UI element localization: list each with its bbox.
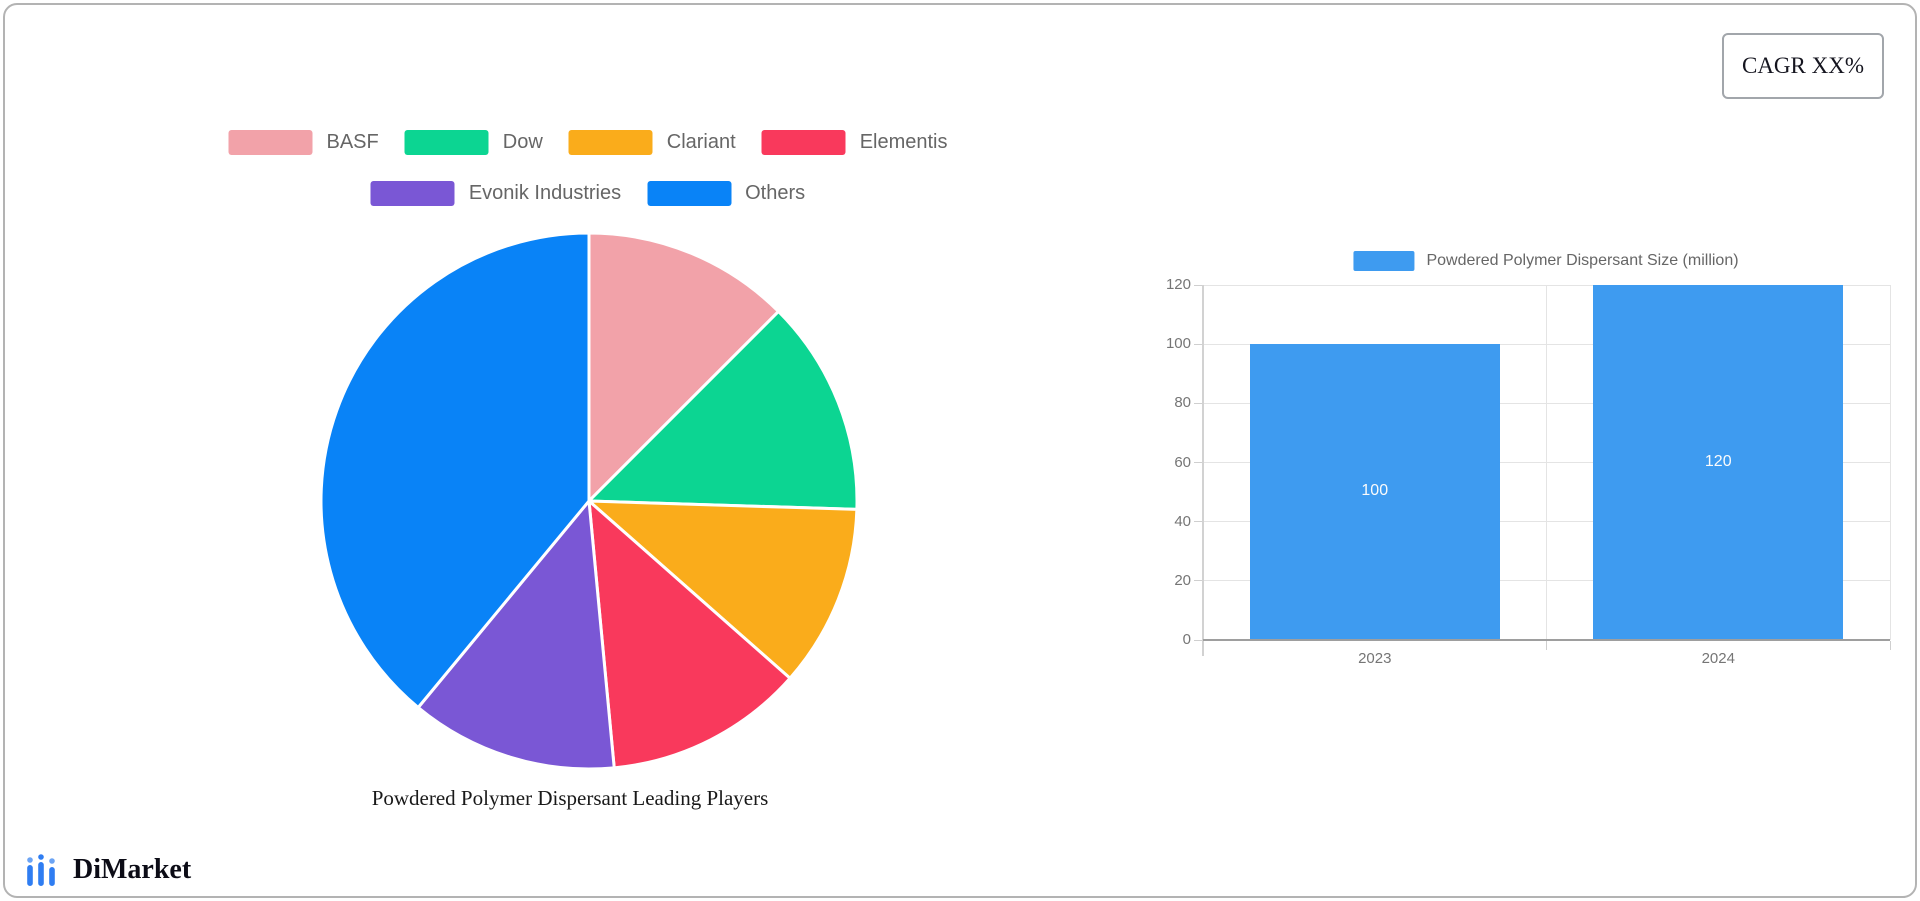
y-axis-tick-label: 0 <box>1182 631 1191 648</box>
legend-label: Evonik Industries <box>468 182 622 204</box>
y-axis-line <box>1202 285 1204 656</box>
pie-slice-elementis <box>587 499 792 770</box>
cagr-label: CAGR XX% <box>1741 53 1865 78</box>
bar-value-label: 120 <box>1704 452 1732 470</box>
x-axis-category-label: 2023 <box>1358 650 1392 667</box>
pie-chart <box>316 228 862 774</box>
y-axis-tick-label: 120 <box>1165 276 1191 293</box>
logo: DiMarket <box>25 854 191 886</box>
bar-2024 <box>1593 285 1844 639</box>
x-axis-tick <box>1889 641 1891 650</box>
pie-legend-item-basf: BASF <box>228 130 379 155</box>
y-axis-tick-label: 40 <box>1174 512 1191 530</box>
legend-swatch <box>761 130 846 155</box>
pie-slice-clariant <box>587 499 859 680</box>
pie-slice-dow <box>587 309 859 511</box>
pie-svg <box>319 231 859 771</box>
legend-swatch <box>568 130 653 155</box>
pie-legend: BASF Dow Clariant Elementis Evonik Industrie… <box>228 130 948 206</box>
y-axis-tick-label: 100 <box>1165 335 1191 353</box>
y-axis-tick <box>1194 639 1203 641</box>
pie-legend-item-evonik-industries: Evonik Industries <box>370 181 622 206</box>
legend-swatch <box>647 181 732 206</box>
legend-swatch <box>404 130 489 155</box>
y-axis-tick <box>1194 343 1203 345</box>
pie-legend-item-elementis: Elementis <box>761 130 948 155</box>
bar-legend-swatch <box>1353 251 1415 271</box>
legend-label: BASF <box>326 131 379 153</box>
y-axis-tick-label: 80 <box>1174 394 1191 412</box>
pie-slice-basf <box>587 231 781 503</box>
legend-swatch <box>370 181 455 206</box>
pie-legend-item-others: Others <box>647 181 805 206</box>
pie-slice-evonik-industries <box>416 499 616 771</box>
pie-title: Powdered Polymer Dispersant Leading Play… <box>371 786 769 810</box>
y-axis-tick <box>1194 521 1203 523</box>
y-axis-tick <box>1194 284 1203 286</box>
bar-value-label: 100 <box>1361 482 1389 500</box>
gridline <box>1546 285 1547 640</box>
x-axis-line <box>1203 639 1890 641</box>
bar-legend-label: Powdered Polymer Dispersant Size (millio… <box>1426 252 1739 269</box>
logo-text: DiMarket <box>73 854 192 885</box>
legend-label: Dow <box>502 131 543 153</box>
x-axis-tick <box>1546 641 1547 650</box>
gridline <box>1889 285 1891 640</box>
legend-row: Evonik Industries Others <box>370 181 805 206</box>
x-axis-category-label: 2024 <box>1701 650 1735 667</box>
y-axis-tick-label: 60 <box>1174 453 1191 471</box>
legend-label: Elementis <box>859 131 948 153</box>
bar-2023 <box>1249 344 1500 639</box>
bar-legend: Powdered Polymer Dispersant Size (millio… <box>1353 251 1739 271</box>
pie-slice-others <box>319 231 591 709</box>
cagr-badge: CAGR XX% <box>1722 33 1884 99</box>
pie-legend-item-clariant: Clariant <box>568 130 736 155</box>
pie-legend-item-dow: Dow <box>404 130 543 155</box>
legend-label: Others <box>745 182 806 204</box>
legend-swatch <box>228 130 313 155</box>
legend-label: Clariant <box>666 131 736 153</box>
y-axis-tick <box>1194 580 1203 582</box>
y-axis-tick-label: 20 <box>1174 571 1191 589</box>
bar-chart-icon <box>27 854 55 886</box>
y-axis-tick <box>1194 402 1203 404</box>
bar-chart: 0 20 40 60 80 100 120 100 2023 120 2024 <box>1166 276 1891 667</box>
y-axis-tick <box>1194 462 1203 463</box>
legend-row: BASF Dow Clariant Elementis <box>228 130 948 155</box>
